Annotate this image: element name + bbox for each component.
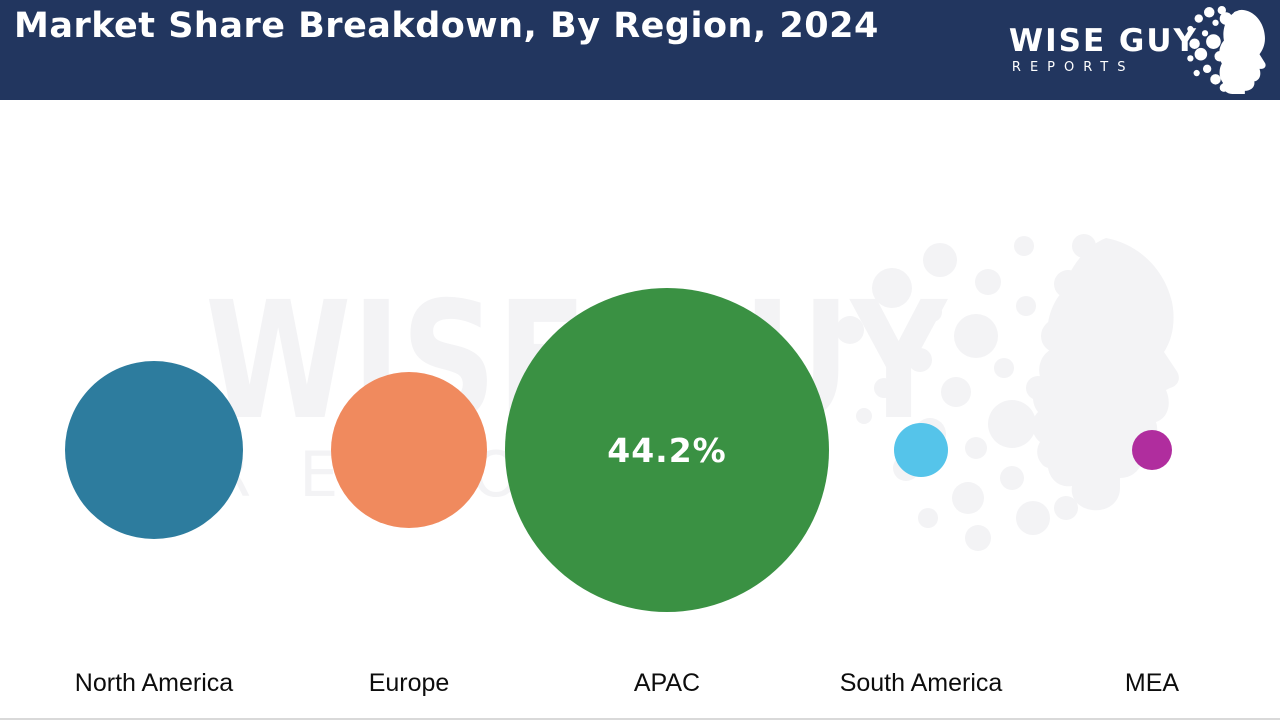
region-label-mea: MEA <box>1124 669 1180 697</box>
logo-head-icon <box>1187 6 1266 94</box>
bubble-south-america <box>894 423 948 477</box>
logo-wordmark: WISE GUY <box>1008 22 1198 59</box>
bubble-apac: 44.2% <box>505 288 829 612</box>
region-label-apac: APAC <box>633 669 701 697</box>
header: Market Share Breakdown, By Region, 2024 … <box>0 0 1280 100</box>
chart-area: WISE GUY REPORTS Nor <box>0 100 1280 718</box>
bubble-north-america <box>65 361 243 539</box>
bubble-chart: North America Europe 44.2% APAC South Americ… <box>0 100 1280 718</box>
bubble-mea <box>1132 430 1172 470</box>
region-label-north-america: North America <box>74 669 234 697</box>
logo-subtitle: REPORTS <box>1011 60 1135 76</box>
page-title: Market Share Breakdown, By Region, 2024 <box>14 6 879 46</box>
region-label-south-america: South America <box>839 669 1003 697</box>
region-label-europe: Europe <box>368 669 450 697</box>
brand-logo-text: WISE GUY REPORTS <box>1009 25 1198 76</box>
brand-logo: WISE GUY REPORTS <box>1009 6 1268 94</box>
bubble-value-label-apac: 44.2% <box>607 430 727 470</box>
bubble-europe <box>331 372 487 528</box>
